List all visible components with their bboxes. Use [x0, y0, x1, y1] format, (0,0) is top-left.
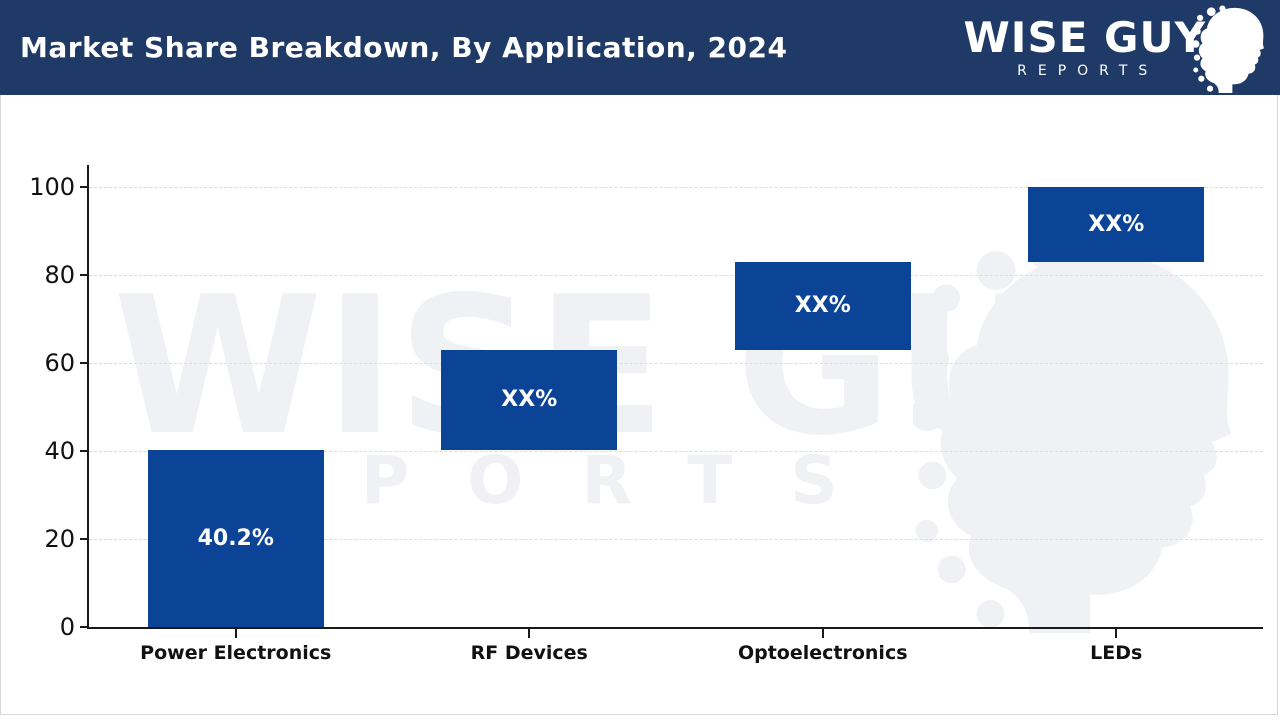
chart-area: WISE GUY REPORTS 0 20 40 60 80 100 40.2% Power …	[0, 95, 1278, 715]
ytick-mark-0	[80, 626, 88, 628]
category-label-0: Power Electronics	[140, 642, 332, 664]
ytick-mark-40	[80, 450, 88, 452]
bar-value-label: XX%	[501, 387, 558, 413]
bar-value-label: XX%	[794, 293, 851, 319]
wiseguy-head-icon	[1192, 3, 1274, 93]
ytick-label-40: 40	[44, 437, 75, 465]
gridline-40	[89, 451, 1263, 452]
bar-rf-devices: XX%	[441, 349, 618, 451]
ytick-mark-20	[80, 538, 88, 540]
xtick-mark-2	[821, 629, 824, 638]
gridline-60	[89, 363, 1263, 364]
ytick-mark-60	[80, 362, 88, 364]
xtick-mark-0	[234, 629, 237, 638]
ytick-mark-80	[80, 274, 88, 276]
ytick-label-80: 80	[44, 261, 75, 289]
x-axis-line	[87, 627, 1263, 629]
bar-power-electronics: 40.2%	[147, 450, 324, 627]
logo-subtext: REPORTS	[1017, 62, 1159, 79]
ytick-label-100: 100	[29, 173, 75, 201]
logo-wordmark: WISE GUY	[963, 12, 1206, 62]
ytick-mark-100	[80, 186, 88, 188]
bar-value-label: 40.2%	[197, 526, 274, 552]
bar-leds: XX%	[1028, 187, 1205, 262]
category-label-3: LEDs	[1090, 642, 1143, 664]
category-label-2: Optoelectronics	[737, 642, 908, 664]
y-axis-line	[87, 165, 89, 629]
watermark-head-icon	[913, 230, 1273, 635]
gridline-20	[89, 539, 1263, 540]
bar-optoelectronics: XX%	[734, 261, 911, 350]
gridline-100	[89, 187, 1263, 188]
xtick-mark-1	[528, 629, 531, 638]
ytick-label-20: 20	[44, 525, 75, 553]
header-bar: Market Share Breakdown, By Application, …	[0, 0, 1280, 95]
bar-value-label: XX%	[1088, 211, 1145, 237]
page-title: Market Share Breakdown, By Application, …	[20, 31, 788, 64]
gridline-80	[89, 275, 1263, 276]
ytick-label-60: 60	[44, 349, 75, 377]
xtick-mark-3	[1115, 629, 1118, 638]
wiseguy-logo: WISE GUY REPORTS	[963, 0, 1274, 95]
ytick-label-0: 0	[59, 613, 75, 641]
category-label-1: RF Devices	[470, 642, 588, 664]
wiseguy-logo-text: WISE GUY REPORTS	[963, 12, 1206, 79]
